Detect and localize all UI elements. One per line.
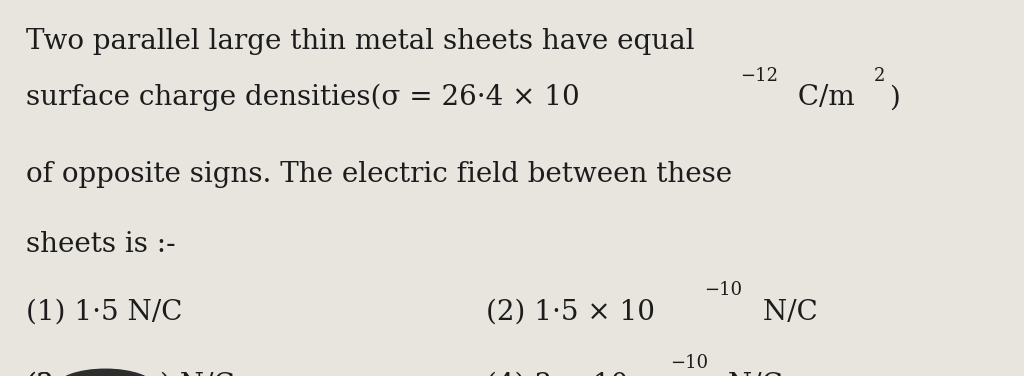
Text: 2: 2 (874, 67, 886, 85)
Text: Two parallel large thin metal sheets have equal: Two parallel large thin metal sheets hav… (26, 28, 694, 55)
Text: N/C: N/C (719, 372, 783, 376)
Text: N/C: N/C (754, 299, 817, 326)
Text: (1) 1·5 N/C: (1) 1·5 N/C (26, 299, 182, 326)
Circle shape (56, 369, 155, 376)
Text: (3: (3 (26, 372, 54, 376)
Text: of opposite signs. The electric field between these: of opposite signs. The electric field be… (26, 161, 732, 188)
Text: (4) 3 × 10: (4) 3 × 10 (486, 372, 629, 376)
Text: ) N/C: ) N/C (160, 372, 234, 376)
Text: (3: (3 (26, 372, 54, 376)
Text: −10: −10 (670, 355, 709, 373)
Text: C/m: C/m (790, 84, 855, 111)
Text: −10: −10 (705, 281, 742, 299)
Text: −12: −12 (740, 67, 778, 85)
Text: (2) 1·5 × 10: (2) 1·5 × 10 (486, 299, 655, 326)
Text: sheets is :-: sheets is :- (26, 231, 175, 258)
Text: ): ) (889, 84, 899, 111)
Text: surface charge densities(σ = 26·4 × 10: surface charge densities(σ = 26·4 × 10 (26, 84, 580, 111)
